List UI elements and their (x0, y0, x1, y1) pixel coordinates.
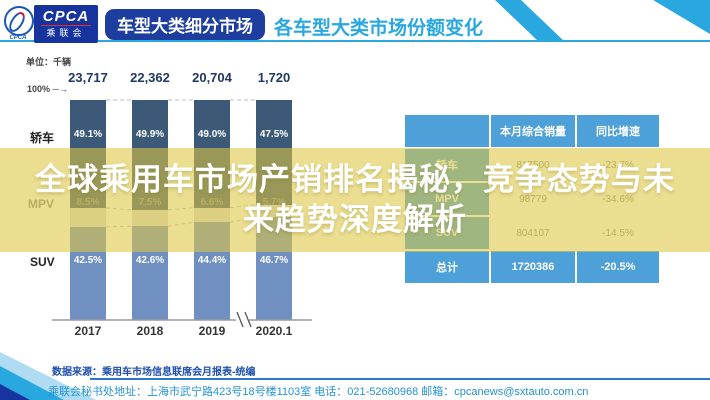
cpca-logo-text: CPCA (40, 8, 92, 26)
bar-percent-label: 46.7% (259, 255, 289, 266)
table-header-row: 本月综合销量 同比增速 (405, 115, 659, 147)
arrow-right-icon: ─→ (50, 84, 68, 94)
bar-percent-label: 42.5% (73, 255, 103, 266)
table-header-empty (405, 115, 489, 147)
bar-percent-label: 49.1% (73, 129, 103, 140)
table-header-yoy: 同比增速 (577, 115, 659, 147)
cpca-emblem-caption: CPCA (9, 35, 27, 41)
footer-contact: 乘联会秘书处地址：上海市武宁路423号18号楼1103室 电话：021-5268… (48, 386, 589, 398)
table-header-sales: 本月综合销量 (491, 115, 575, 147)
bar-percent-label: 44.4% (197, 255, 227, 266)
page-subtitle: 各车型大类市场份额变化 (274, 18, 484, 39)
cpca-logo-assoc: 乘联会 (46, 28, 86, 38)
x-axis-label: 2017 (74, 324, 102, 338)
banner-line-2: 来趋势深度解析 (243, 202, 467, 237)
watermark-banner: 全球乘用车市场产销排名揭秘，竞争态势与未 来趋势深度解析 (0, 148, 710, 252)
bar-total-label: 22,362 (130, 70, 170, 85)
cpca-logo: CPCA 乘联会 (34, 5, 98, 43)
data-source-note: 数据来源：乘用车市场信息联席会月报表-统编 (52, 367, 256, 378)
total-label: 总计 (405, 251, 489, 283)
bar-percent-label: 49.0% (197, 129, 227, 140)
total-sales: 1720386 (491, 251, 575, 283)
total-yoy: -20.5% (577, 251, 659, 283)
x-axis-label: 2019 (198, 324, 226, 338)
bar-percent-label: 49.9% (135, 129, 165, 140)
bar-percent-label: 47.5% (259, 129, 289, 140)
table-total-row: 总计 1720386 -20.5% (405, 251, 659, 283)
axis-100-label: 100% ─→ (27, 84, 68, 94)
x-axis-label: 2020.1 (255, 324, 293, 338)
bar-percent-label: 42.6% (135, 255, 165, 266)
page-title: 车型大类细分市场 (105, 9, 265, 40)
unit-label: 单位：千辆 (26, 57, 72, 67)
banner-line-1: 全球乘用车市场产销排名揭秘，竞争态势与未 (35, 162, 675, 197)
bar-total-label: 1,720 (257, 70, 291, 85)
bar-total-label: 23,717 (68, 70, 108, 85)
category-label-sedan: 轿车 (30, 131, 55, 145)
x-axis-label: 2018 (136, 324, 164, 338)
cpca-emblem-icon (4, 6, 34, 36)
category-label-suv: SUV (30, 255, 55, 269)
header-divider (0, 40, 710, 42)
footer-divider (90, 378, 710, 380)
bar-total-label: 20,704 (192, 70, 232, 85)
